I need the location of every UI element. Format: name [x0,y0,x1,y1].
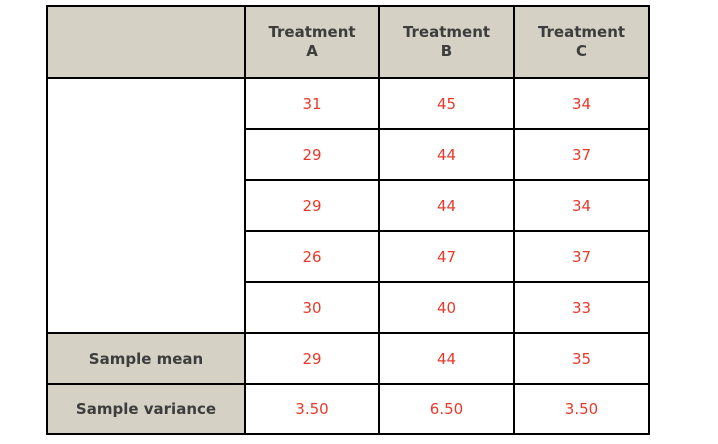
sample-mean-row: Sample mean 29 44 35 [46,332,650,385]
sample-variance-label: Sample variance [46,383,246,435]
corner-cell [46,5,246,79]
table-row: 29 44 34 [47,179,650,232]
table-row: 30 40 33 [47,281,650,334]
col-header-label: Treatment A [268,22,356,61]
value-cell: 35 [513,332,650,385]
empty-stub-cell [46,77,246,334]
value-cell: 30 [244,281,380,334]
value-cell: 44 [378,179,515,232]
sample-mean-label: Sample mean [46,332,246,385]
value-cell: 44 [378,332,515,385]
value-cell: 37 [513,230,650,283]
value-cell: 44 [378,128,515,181]
table-row: 31 45 34 [46,77,650,334]
treatment-data-table: Treatment A Treatment B Treatment C 31 4… [46,5,650,435]
value-cell: 33 [513,281,650,334]
value-cell: 31 [244,77,380,130]
value-cell: 40 [378,281,515,334]
col-header-label: Treatment B [402,22,491,61]
header-row: Treatment A Treatment B Treatment C [46,5,650,79]
table-row: 29 44 37 [47,128,650,181]
col-header-treatment-b: Treatment B [378,5,515,79]
value-cell: 26 [244,230,380,283]
value-cell: 34 [513,179,650,232]
value-cell: 45 [378,77,515,130]
col-header-treatment-a: Treatment A [244,5,380,79]
col-header-label: Treatment C [537,22,626,61]
value-cell: 47 [378,230,515,283]
table-row: 26 47 37 [47,230,650,283]
value-cell: 37 [513,128,650,181]
value-cell: 34 [513,77,650,130]
value-cell: 29 [244,332,380,385]
value-cell: 3.50 [244,383,380,435]
value-cell: 29 [244,128,380,181]
sample-variance-row: Sample variance 3.50 6.50 3.50 [46,383,650,435]
value-cell: 29 [244,179,380,232]
col-header-treatment-c: Treatment C [513,5,650,79]
value-cell: 3.50 [513,383,650,435]
value-cell: 6.50 [378,383,515,435]
